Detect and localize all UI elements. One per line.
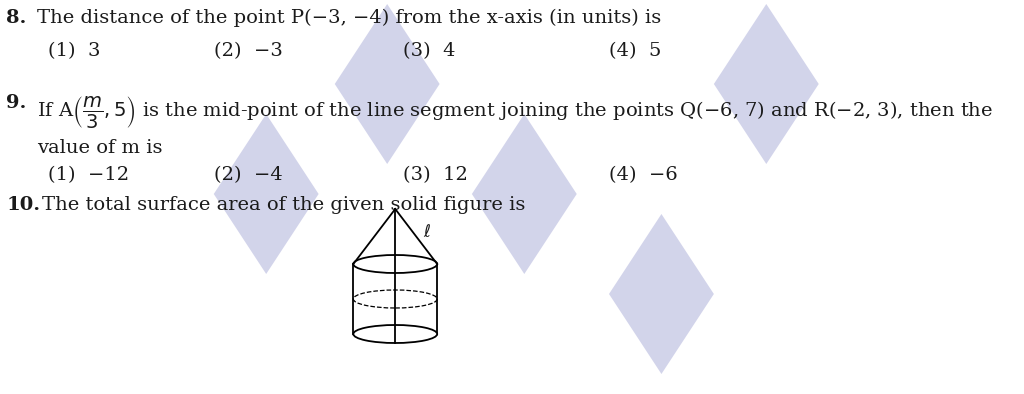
- Text: 9.: 9.: [6, 94, 27, 112]
- Text: value of m is: value of m is: [37, 139, 163, 157]
- Text: (4)  5: (4) 5: [609, 42, 662, 60]
- Polygon shape: [335, 4, 439, 164]
- Text: (1)  −12: (1) −12: [48, 166, 129, 184]
- Text: 10.: 10.: [6, 196, 41, 214]
- Text: The distance of the point P(−3, −4) from the x-axis (in units) is: The distance of the point P(−3, −4) from…: [37, 9, 662, 27]
- Polygon shape: [609, 214, 714, 374]
- Text: The total surface area of the given solid figure is: The total surface area of the given soli…: [42, 196, 525, 214]
- Text: (2)  −3: (2) −3: [214, 42, 283, 60]
- Polygon shape: [714, 4, 819, 164]
- Text: (3)  12: (3) 12: [403, 166, 468, 184]
- Text: (4)  −6: (4) −6: [609, 166, 678, 184]
- Text: $\ell$: $\ell$: [423, 223, 431, 241]
- Ellipse shape: [353, 325, 437, 343]
- Text: (1)  3: (1) 3: [48, 42, 101, 60]
- Text: (3)  4: (3) 4: [403, 42, 456, 60]
- Polygon shape: [472, 114, 577, 274]
- Ellipse shape: [353, 255, 437, 273]
- Polygon shape: [214, 114, 318, 274]
- Text: If A$\left(\dfrac{m}{3},5\right)$ is the mid-point of the line segment joining t: If A$\left(\dfrac{m}{3},5\right)$ is the…: [37, 94, 993, 130]
- Text: 8.: 8.: [6, 9, 27, 27]
- Text: (2)  −4: (2) −4: [214, 166, 283, 184]
